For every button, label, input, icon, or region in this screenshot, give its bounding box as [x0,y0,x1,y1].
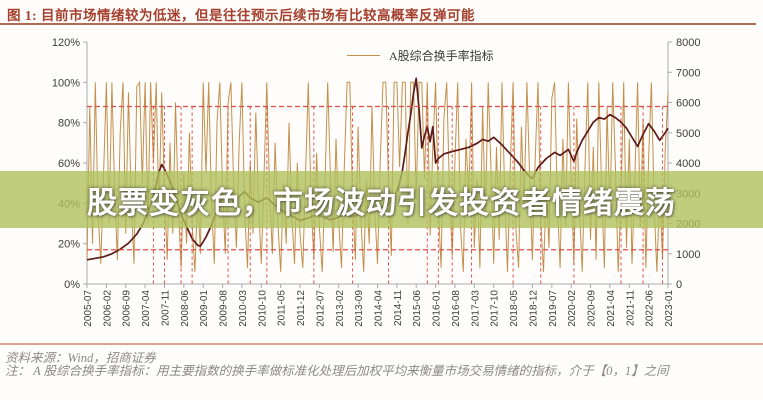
x-tick-label: 2007-04 [141,290,152,327]
right-tick-label: 8000 [676,37,700,49]
x-tick-label: 2017-03 [470,290,481,327]
x-tick-label: 2023-01 [664,290,675,327]
x-tick-label: 2011-12 [296,290,307,326]
x-tick-label: 2022-06 [645,290,656,327]
left-tick-label: 100% [52,77,80,89]
x-tick-label: 2020-02 [567,290,578,327]
x-tick-label: 2019-07 [548,290,559,327]
right-tick-label: 7000 [676,67,700,79]
x-tick-label: 2014-04 [374,290,385,327]
x-tick-label: 2009-01 [199,290,210,327]
x-tick-label: 2008-06 [180,290,191,327]
figure-title: 图 1: 目前市场情绪较为低迷，但是往往预示后续市场有比较高概率反弹可能 [7,8,475,23]
footer-separator [0,343,763,345]
x-tick-label: 2005-07 [83,290,94,327]
x-tick-label: 2013-02 [335,290,346,327]
x-tick-label: 2010-10 [257,290,268,327]
right-tick-label: 4000 [676,158,700,170]
title-underline [0,23,756,25]
left-tick-label: 80% [58,118,80,130]
x-tick-label: 2007-11 [160,290,171,326]
x-tick-label: 2018-05 [509,290,520,327]
x-tick-label: 2012-07 [315,290,326,327]
x-tick-label: 2010-03 [238,290,249,327]
x-tick-label: 2015-06 [412,290,423,327]
legend-line-swatch [347,55,380,56]
x-tick-label: 2009-08 [219,290,230,327]
left-tick-label: 0% [64,279,80,291]
x-tick-label: 2014-11 [393,290,404,326]
legend-label: A股综合换手率指标 [389,49,494,63]
overlay-text: 股票变灰色，市场波动引发投资者情绪震荡 [87,186,676,220]
x-tick-label: 2020-09 [587,290,598,327]
right-tick-label: 6000 [676,98,700,110]
x-tick-label: 2013-09 [354,290,365,327]
x-tick-label: 2017-10 [490,290,501,327]
x-tick-label: 2018-12 [528,290,539,327]
x-tick-label: 2016-08 [451,290,462,327]
x-tick-label: 2006-02 [102,290,113,327]
indicator-definition-note: 注： A 股综合换手率指标：用主要指数的换手率做标准化处理后加权平均来衡量市场交… [5,364,669,378]
left-tick-label: 120% [52,37,80,49]
right-tick-label: 5000 [676,128,700,140]
right-tick-label: 0 [676,279,682,291]
right-tick-label: 1000 [676,249,700,261]
left-tick-label: 20% [58,239,80,251]
chart-legend: A股综合换手率指标 [347,47,494,64]
data-source-note: 资料来源：Wind，招商证券 [5,351,156,365]
x-tick-label: 2006-09 [122,290,133,327]
overlay-band: 股票变灰色，市场波动引发投资者情绪震荡 [0,171,763,228]
x-tick-label: 2021-04 [606,290,617,327]
x-tick-label: 2021-11 [625,290,636,326]
left-tick-label: 60% [58,158,80,170]
x-tick-label: 2016-01 [432,290,443,327]
x-tick-label: 2011-05 [277,290,288,326]
